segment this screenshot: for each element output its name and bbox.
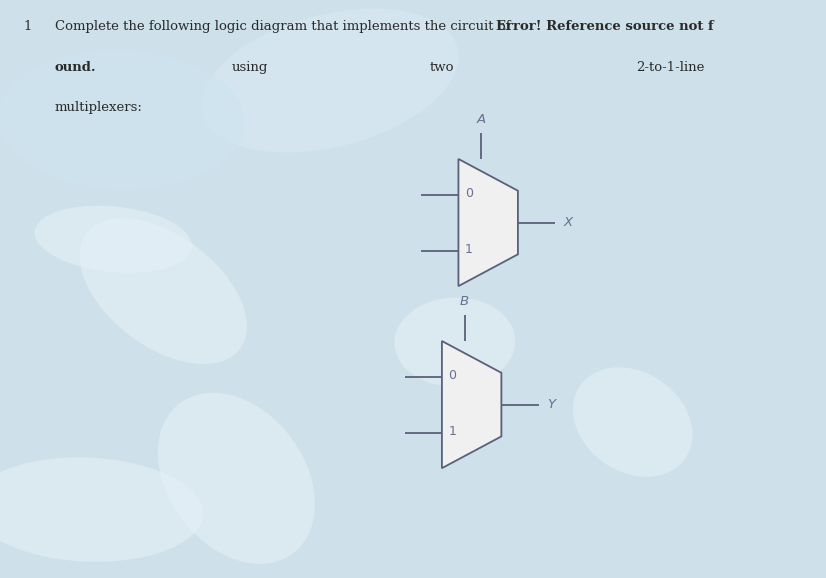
Text: B: B — [460, 295, 469, 308]
Text: A: A — [477, 113, 486, 126]
Text: 1: 1 — [465, 243, 473, 256]
Text: X: X — [563, 216, 572, 229]
Ellipse shape — [35, 206, 192, 273]
Text: 1: 1 — [23, 20, 31, 33]
Polygon shape — [458, 159, 518, 286]
Text: ound.: ound. — [55, 61, 96, 73]
Text: two: two — [430, 61, 454, 73]
Text: Error! Reference source not f: Error! Reference source not f — [496, 20, 714, 33]
Text: using: using — [231, 61, 268, 73]
Ellipse shape — [79, 218, 247, 364]
Ellipse shape — [158, 392, 315, 564]
Text: 0: 0 — [465, 187, 473, 200]
Ellipse shape — [0, 457, 203, 562]
Text: 1: 1 — [449, 425, 457, 438]
Ellipse shape — [0, 50, 244, 190]
Text: Complete the following logic diagram that implements the circuit of: Complete the following logic diagram tha… — [55, 20, 515, 33]
Ellipse shape — [573, 367, 692, 477]
Text: Y: Y — [547, 398, 555, 411]
Ellipse shape — [202, 9, 458, 153]
Ellipse shape — [394, 298, 515, 387]
Text: 2-to-1-line: 2-to-1-line — [636, 61, 705, 73]
Text: multiplexers:: multiplexers: — [55, 101, 142, 114]
Text: 0: 0 — [449, 369, 457, 382]
Polygon shape — [442, 341, 501, 468]
